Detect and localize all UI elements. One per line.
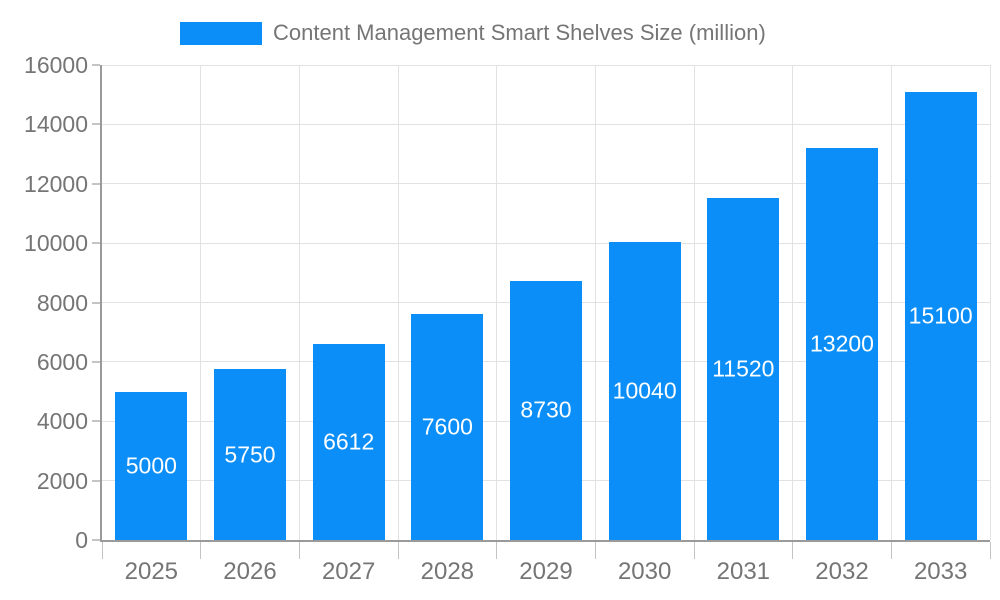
legend-label: Content Management Smart Shelves Size (m…	[273, 20, 766, 45]
bar[interactable]	[411, 314, 484, 540]
bar[interactable]	[115, 391, 188, 540]
bar-value-label: 5750	[224, 441, 276, 468]
y-axis-label: 10000	[24, 230, 88, 257]
y-axis-tick	[92, 301, 100, 304]
y-axis-tick	[92, 123, 100, 126]
y-axis-tick	[92, 360, 100, 363]
x-axis-tick	[890, 542, 892, 559]
x-axis-tick	[200, 542, 202, 559]
bar[interactable]	[608, 241, 681, 540]
legend-item[interactable]: Content Management Smart Shelves Size (m…	[180, 20, 766, 46]
x-axis-line	[100, 540, 990, 542]
gridline-h	[102, 64, 990, 66]
bar[interactable]	[312, 343, 385, 540]
x-axis-tick	[594, 542, 596, 559]
gridline-v	[200, 65, 202, 540]
bar[interactable]	[510, 280, 582, 540]
bar-value-label: 10040	[612, 377, 677, 404]
y-axis-label: 2000	[36, 467, 88, 494]
gridline-v	[890, 65, 892, 540]
y-axis-label: 8000	[36, 289, 88, 316]
y-axis-tick	[92, 64, 100, 66]
y-axis-tick	[92, 420, 100, 423]
bar-value-label: 15100	[908, 302, 973, 329]
bar[interactable]	[214, 369, 286, 540]
legend-swatch	[180, 21, 262, 45]
x-axis-label: 2027	[321, 558, 376, 585]
y-axis-label: 0	[75, 527, 88, 553]
x-axis-label: 2028	[420, 558, 475, 585]
x-axis-tick	[792, 542, 794, 559]
bar-value-label: 11520	[712, 355, 775, 382]
y-axis-label: 14000	[24, 111, 88, 138]
gridline-v	[989, 65, 991, 540]
bar-value-label: 6612	[323, 428, 375, 455]
bar-value-label: 5000	[125, 452, 177, 479]
x-axis-tick	[989, 542, 991, 559]
y-axis-line	[100, 65, 102, 542]
gridline-h	[102, 123, 990, 125]
x-axis-label: 2026	[223, 558, 277, 585]
gridline-v	[397, 65, 399, 540]
gridline-v	[496, 65, 498, 540]
x-axis-tick	[101, 542, 103, 559]
x-axis-tick	[693, 542, 695, 559]
gridline-v	[594, 65, 596, 540]
gridline-v	[693, 65, 695, 540]
x-axis-label: 2032	[815, 558, 869, 585]
y-axis-label: 12000	[24, 170, 88, 197]
y-axis-label: 6000	[36, 348, 88, 375]
bar[interactable]	[904, 91, 977, 540]
y-axis-tick	[92, 539, 100, 541]
x-axis-label: 2033	[913, 558, 968, 585]
x-axis-label: 2025	[124, 558, 179, 585]
x-axis-tick	[298, 542, 300, 559]
y-axis-tick	[92, 479, 100, 482]
y-axis-label: 4000	[36, 408, 88, 435]
bar-value-label: 13200	[810, 330, 874, 357]
gridline-h	[102, 183, 990, 185]
gridline-h	[102, 242, 990, 244]
x-axis-label: 2030	[617, 558, 672, 585]
x-axis-label: 2031	[716, 558, 771, 585]
x-axis-tick	[496, 542, 498, 559]
y-axis-label: 16000	[24, 52, 88, 78]
bar[interactable]	[806, 148, 878, 540]
y-axis-tick	[92, 182, 100, 185]
bar-value-label: 7600	[421, 413, 473, 440]
y-axis-tick	[92, 242, 100, 245]
bar-value-label: 8730	[520, 396, 572, 423]
x-axis-label: 2029	[519, 558, 573, 585]
gridline-v	[298, 65, 300, 540]
x-axis-tick	[397, 542, 399, 559]
bar[interactable]	[707, 198, 780, 540]
gridline-v	[792, 65, 794, 540]
